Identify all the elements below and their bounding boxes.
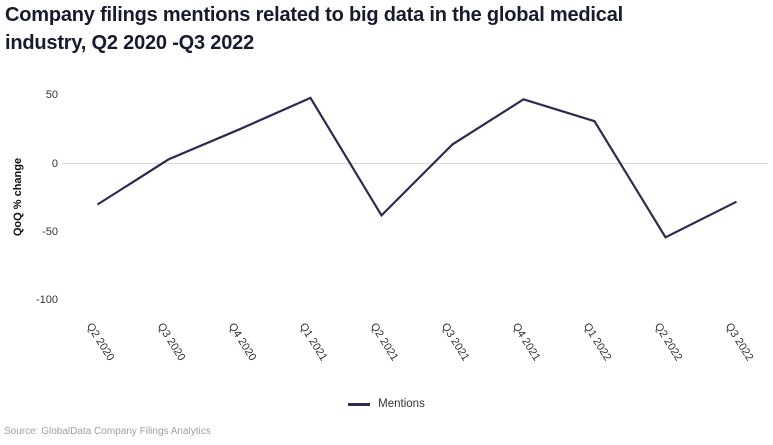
- legend-item-mentions[interactable]: Mentions: [348, 398, 425, 410]
- source-attribution: Source: GlobalData Company Filings Analy…: [4, 426, 211, 437]
- chart-title: Company filings mentions related to big …: [5, 4, 623, 54]
- legend-line-swatch: [348, 402, 371, 406]
- y-tick-label: 0: [51, 157, 58, 170]
- y-tick-label: -50: [42, 225, 58, 238]
- mentions-line-series: [96, 96, 737, 239]
- y-tick-label: -100: [35, 294, 58, 307]
- legend: Mentions: [0, 398, 773, 410]
- legend-label: Mentions: [378, 398, 425, 410]
- y-tick-label: 50: [45, 89, 58, 102]
